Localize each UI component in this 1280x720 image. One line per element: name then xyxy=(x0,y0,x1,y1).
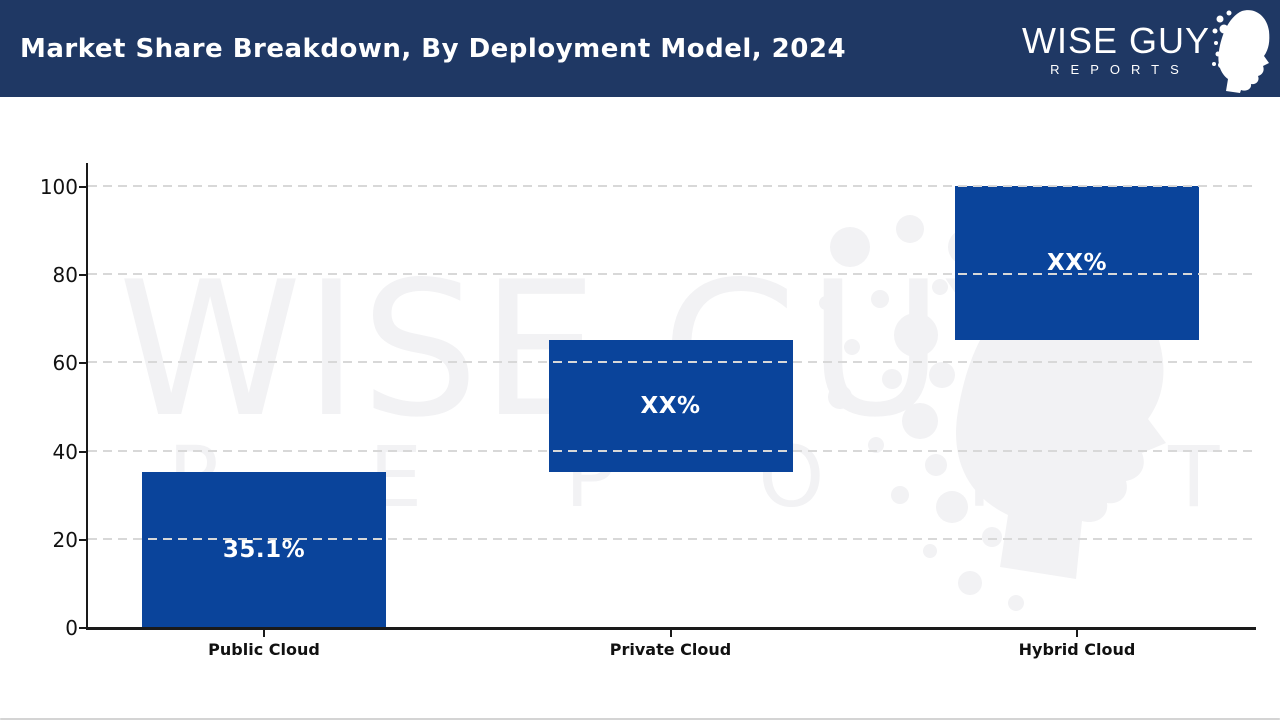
y-tick-60 xyxy=(79,362,87,365)
y-tick-20 xyxy=(79,538,87,541)
y-axis-line xyxy=(86,163,88,630)
bar-public-cloud: 35.1% xyxy=(142,472,386,627)
x-tick-label-hybrid-cloud: Hybrid Cloud xyxy=(1018,640,1136,659)
chart-area: WISE GUY R E P O R T S 35.1%XX%XX%020406… xyxy=(0,97,1280,718)
y-tick-label-40: 40 xyxy=(52,439,78,464)
x-tick-hybrid-cloud xyxy=(1076,630,1078,637)
gridline-20 xyxy=(88,537,1256,540)
logo-sub-text: REPORTS xyxy=(1050,61,1190,77)
wiseguy-logo: WISE GUY REPORTS xyxy=(1022,4,1272,94)
page-title: Market Share Breakdown, By Deployment Mo… xyxy=(20,33,847,64)
plot: 35.1% XX% XX% 0 20 40 60 80 100 Public Cloud Priva… xyxy=(0,97,1280,718)
bar-private-cloud: XX% xyxy=(548,339,793,473)
gridline-40 xyxy=(88,449,1256,452)
face-profile-icon xyxy=(1212,10,1270,93)
y-tick-label-80: 80 xyxy=(52,263,78,288)
y-tick-0 xyxy=(79,627,87,629)
y-tick-label-20: 20 xyxy=(52,527,78,552)
y-tick-label-60: 60 xyxy=(52,351,78,376)
gridline-60 xyxy=(88,361,1256,364)
x-axis-line xyxy=(88,627,1256,630)
gridline-80 xyxy=(88,273,1256,276)
gridline-100 xyxy=(88,185,1256,187)
header: Market Share Breakdown, By Deployment Mo… xyxy=(0,0,1280,97)
bar-value-label: 35.1% xyxy=(222,536,306,563)
x-tick-label-public-cloud: Public Cloud xyxy=(208,640,320,659)
y-tick-label-0: 0 xyxy=(65,616,78,640)
y-tick-label-100: 100 xyxy=(39,175,78,199)
y-tick-80 xyxy=(79,274,87,277)
x-tick-public-cloud xyxy=(263,630,265,637)
x-tick-label-private-cloud: Private Cloud xyxy=(609,640,732,659)
logo-brand-text: WISE GUY xyxy=(1021,19,1210,61)
y-tick-100 xyxy=(79,186,87,188)
logo-text: WISE GUY REPORTS xyxy=(1021,19,1210,77)
bar-value-label: XX% xyxy=(640,393,701,420)
bar-hybrid-cloud: XX% xyxy=(955,186,1199,340)
y-tick-40 xyxy=(79,450,87,453)
x-tick-private-cloud xyxy=(669,630,672,637)
bar-value-label: XX% xyxy=(1046,249,1107,276)
